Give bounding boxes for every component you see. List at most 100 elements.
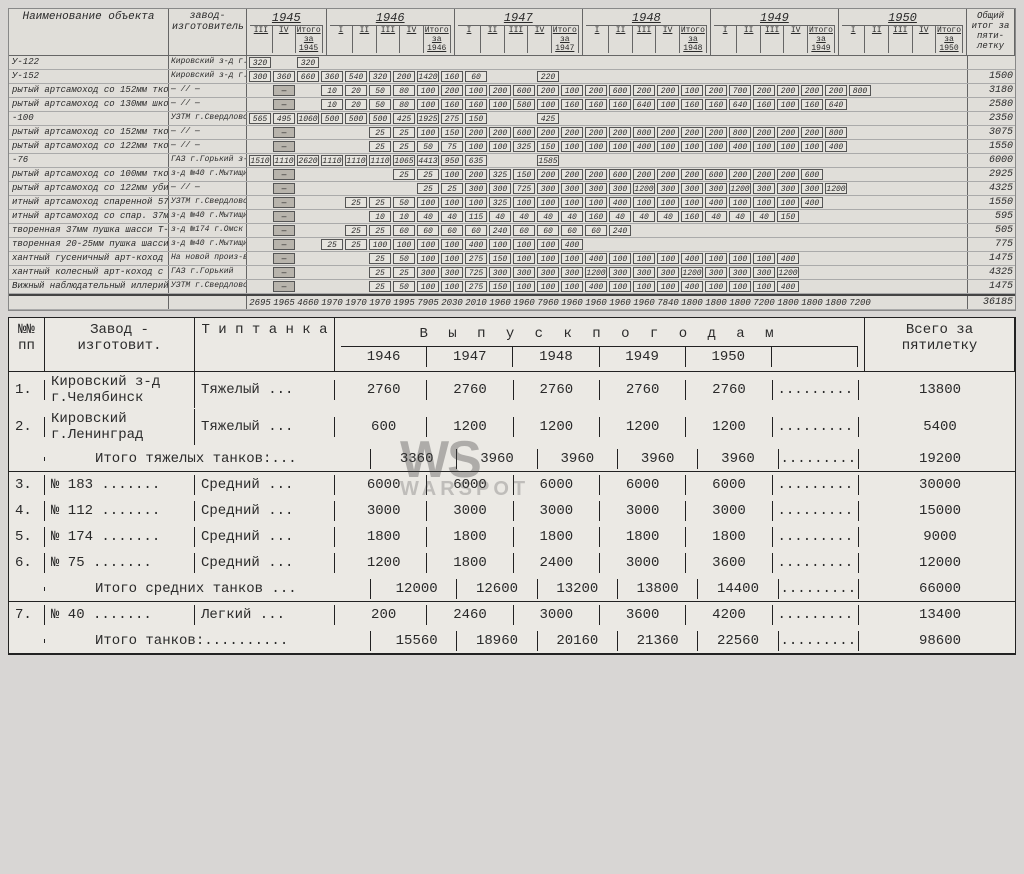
data-cell: 325 [489, 169, 511, 180]
data-cell: 25 [369, 281, 391, 292]
data-cell: 100 [417, 127, 439, 138]
data-cell: 50 [393, 281, 415, 292]
data-cell: 400 [561, 239, 583, 250]
data-cell [273, 85, 295, 96]
data-cell: 160 [561, 99, 583, 110]
data-cell: 115 [465, 211, 487, 222]
data-cell: 600 [705, 169, 727, 180]
data-cell: 75 [441, 141, 463, 152]
data-cell: 635 [465, 155, 487, 166]
col-1946: 1946 IIIIIIIVИтого за 1946 [327, 9, 455, 55]
data-cell: 300 [633, 267, 655, 278]
data-cell [273, 281, 295, 292]
row-factory: ГАЗ г.Горький з-д №40 г.Мытищи [169, 154, 247, 167]
data-cell: 100 [465, 197, 487, 208]
data-cell: 100 [753, 253, 775, 264]
row-years: 6001200120012001200......... [335, 415, 865, 439]
tank-row: 7.№ 40 .......Легкий ...2002460300036004… [9, 602, 1015, 628]
data-cell: 150 [465, 113, 487, 124]
row-total: 3180 [967, 84, 1015, 97]
tank-row: 5.№ 174 .......Средний ...18001800180018… [9, 524, 1015, 550]
data-cell: 1200 [585, 267, 607, 278]
row-cells: 2525100200325150200200200600200200200600… [247, 168, 967, 181]
data-cell: 320 [249, 57, 271, 68]
row-type: Средний ... [195, 553, 335, 573]
data-cell: 40 [729, 211, 751, 222]
row-factory: № 183 ....... [45, 475, 195, 495]
subtotal-label: Итого средних танков ... [45, 579, 371, 599]
data-cell: 50 [417, 141, 439, 152]
data-cell: 100 [441, 253, 463, 264]
total-cell: 7200 [849, 298, 871, 308]
subtotal-row: Итого танков:..........15560189602016021… [9, 628, 1015, 654]
data-cell: 50 [393, 253, 415, 264]
total-cell: 2030 [441, 298, 463, 308]
row-cells: 2525300300725300300300300120030030030012… [247, 266, 967, 279]
data-cell: 60 [465, 71, 487, 82]
data-cell: 1510 [249, 155, 271, 166]
data-cell: 160 [585, 99, 607, 110]
row-cells: 2550100100275150100100100400100100100400… [247, 280, 967, 293]
row-years: 60006000600060006000......... [335, 473, 865, 497]
row-factory: Кировский з-д г.Челябинск [45, 372, 195, 408]
row-type: Тяжелый ... [195, 417, 335, 437]
data-cell: 400 [465, 239, 487, 250]
col-name: Наименование объекта [9, 9, 169, 55]
row-factory: з-д №40 г.Мытищи [169, 168, 247, 181]
data-cell: 25 [369, 197, 391, 208]
row-total: 4325 [967, 182, 1015, 195]
row-total: 98600 [865, 631, 1015, 651]
data-cell: 100 [417, 253, 439, 264]
row-years: 2002460300036004200......... [335, 603, 865, 627]
data-cell: 600 [609, 169, 631, 180]
row-factory: — // — [169, 126, 247, 139]
col-type: Т и п т а н к а [195, 318, 335, 371]
row-total: 1500 [967, 70, 1015, 83]
data-cell: 100 [537, 99, 559, 110]
row-name: Вижный наблюдательный иллерийский пункт [9, 280, 169, 293]
row-name: итный артсамоход со спар. 37мм пушкой (н… [9, 210, 169, 223]
row-total: 13400 [865, 605, 1015, 625]
row-factory: УЗТМ г.Свердловск [169, 112, 247, 125]
row-name: рытый артсамоход со 152мм ткой на базе 7… [9, 84, 169, 97]
row-total: 1550 [967, 196, 1015, 209]
data-cell: 500 [321, 113, 343, 124]
data-cell: 400 [777, 281, 799, 292]
data-cell: 25 [441, 183, 463, 194]
data-cell: 150 [513, 169, 535, 180]
row-name: -76 [9, 154, 169, 167]
row-factory: Кировский г.Ленинград [45, 409, 195, 445]
production-row: итный артсамоход со спар. 37мм пушкой (н… [9, 210, 1015, 224]
data-cell: 1585 [537, 155, 559, 166]
data-cell: 10 [321, 99, 343, 110]
data-cell: 640 [729, 99, 751, 110]
data-cell: 4413 [417, 155, 439, 166]
data-cell: 100 [417, 85, 439, 96]
total-cell: 1970 [321, 298, 343, 308]
row-cells: 300360660360540320200142016060220 [247, 70, 967, 83]
data-cell: 160 [585, 211, 607, 222]
year-cell: 13200 [538, 579, 618, 599]
row-cells: 2525507510010032515010010010040010010010… [247, 140, 967, 153]
col-total: Всего за пятилетку [865, 318, 1015, 371]
data-cell: 100 [681, 85, 703, 96]
data-cell: 60 [441, 225, 463, 236]
data-cell [273, 99, 295, 110]
data-cell: 495 [273, 113, 295, 124]
row-years: 1556018960201602136022560......... [371, 629, 865, 653]
data-cell: 100 [441, 239, 463, 250]
top-header-row: Наименование объекта завод-изготовитель … [9, 9, 1015, 56]
year-cell: ......... [773, 417, 859, 437]
year-cell: 22560 [698, 631, 778, 651]
row-cells: 2525100150200200600200200200200800200200… [247, 126, 967, 139]
data-cell: 200 [609, 127, 631, 138]
data-cell: 300 [465, 183, 487, 194]
year-cell: 3000 [341, 501, 427, 521]
data-cell: 200 [753, 169, 775, 180]
year-cell: 12600 [457, 579, 537, 599]
data-cell: 40 [657, 211, 679, 222]
data-cell: 25 [321, 239, 343, 250]
year-cell: ......... [773, 501, 859, 521]
data-cell: 100 [513, 239, 535, 250]
row-cells: 1510111026201110111011101065441395063515… [247, 154, 967, 167]
